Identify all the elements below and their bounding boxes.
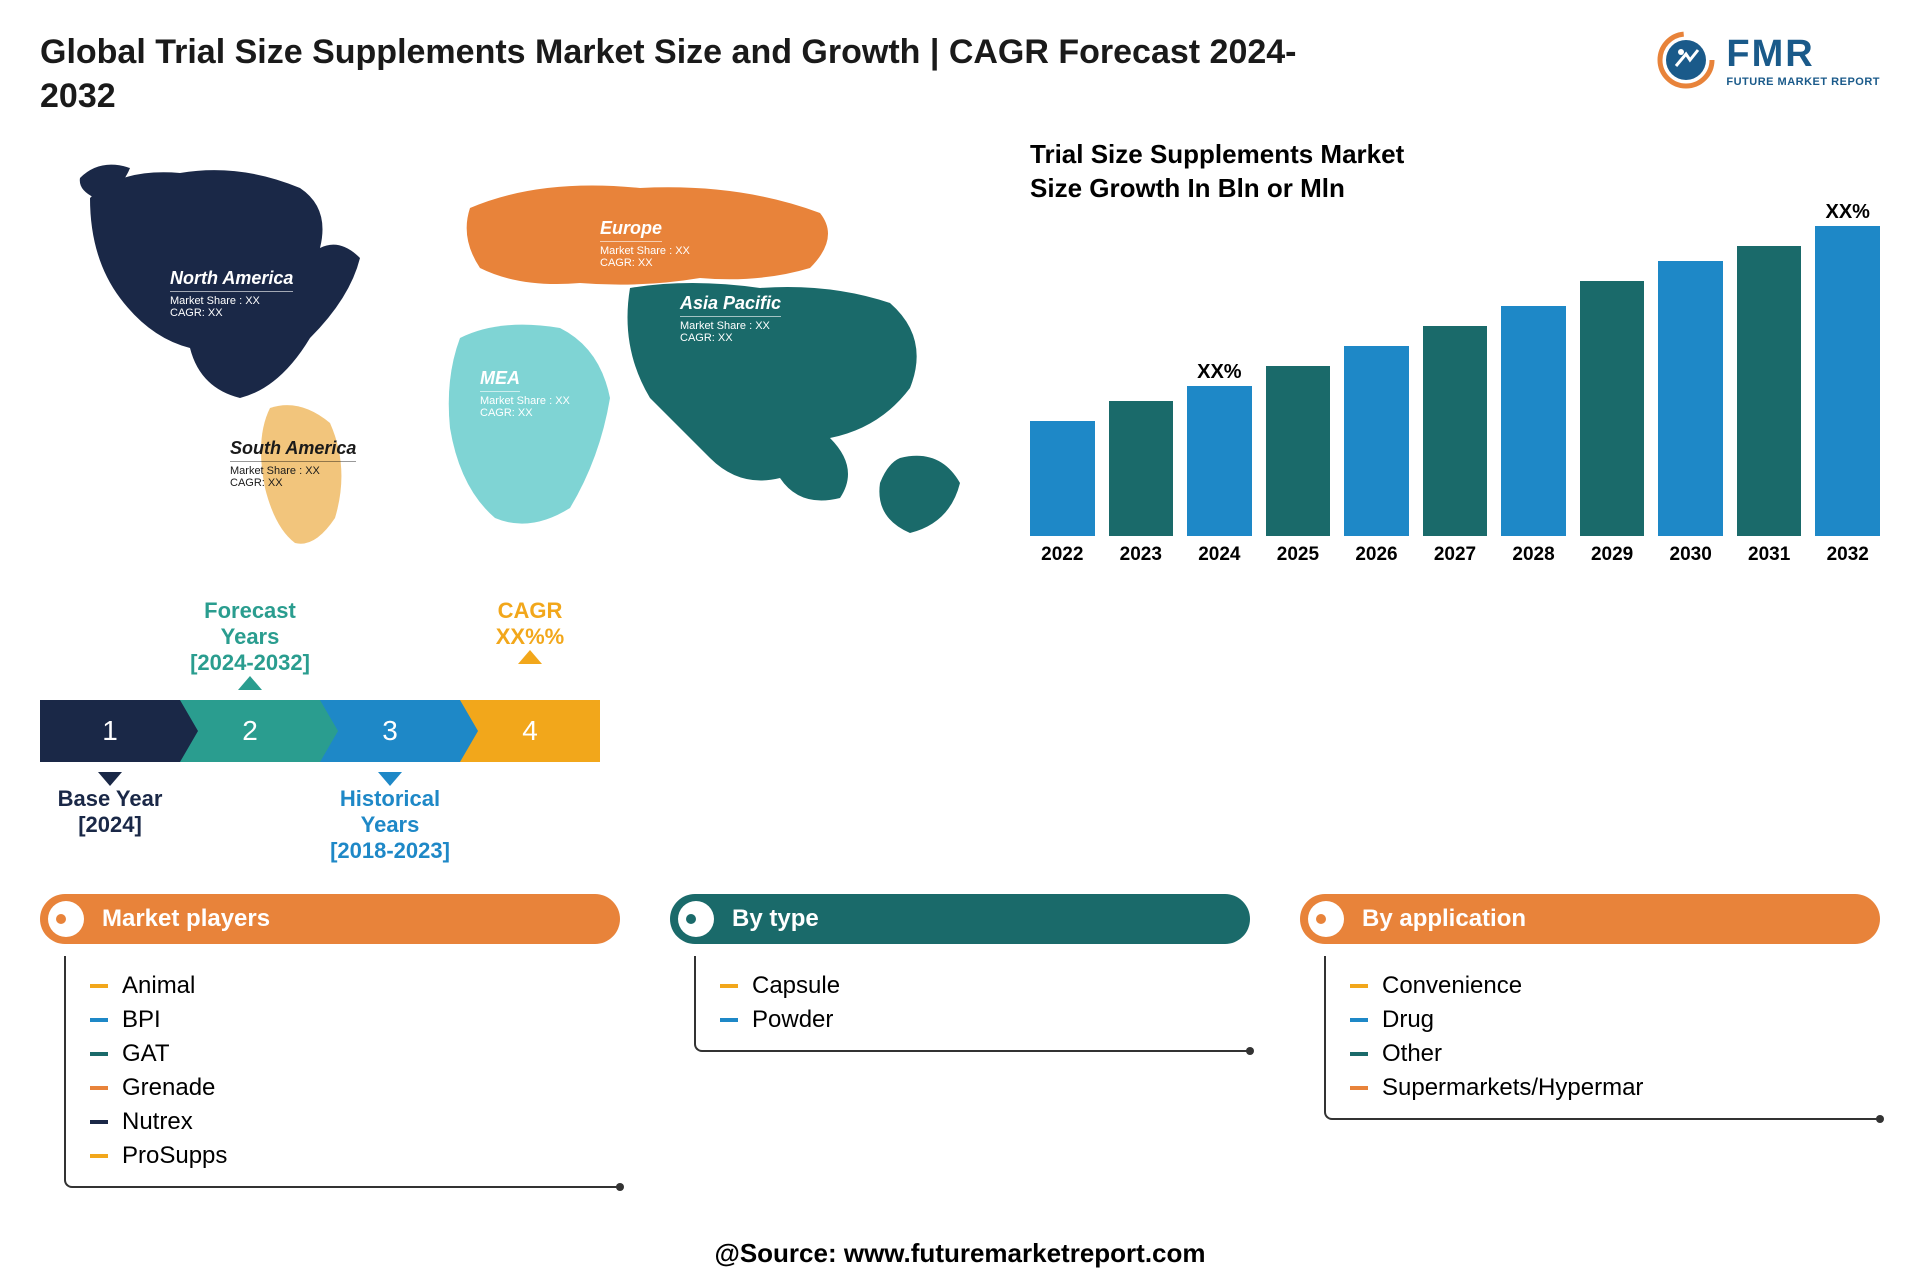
bar-group: XX%2032 xyxy=(1815,226,1880,566)
category-column: By type Capsule Powder xyxy=(670,894,1250,1188)
category-item: Other xyxy=(1350,1040,1880,1068)
timeline-segment: 2 xyxy=(180,700,320,762)
timeline: Forecast Years[2024-2032] CAGRXX%% 1234 B… xyxy=(40,598,600,864)
bar xyxy=(1030,421,1095,536)
bar-group: 2031 xyxy=(1737,246,1802,566)
bar xyxy=(1580,281,1645,536)
bar-label: 2025 xyxy=(1277,544,1319,566)
bar-label: 2030 xyxy=(1670,544,1712,566)
category-item: Animal xyxy=(90,972,620,1000)
logo: FMR FUTURE MARKET REPORT xyxy=(1656,30,1880,90)
category-bracket: Animal BPI GAT Grenade Nutrex ProSupps xyxy=(64,956,620,1188)
bar xyxy=(1737,246,1802,536)
region-label: South AmericaMarket Share : XXCAGR: XX xyxy=(230,438,356,489)
bar-group: XX%2024 xyxy=(1187,386,1252,566)
region-mea xyxy=(449,325,610,524)
category-item: BPI xyxy=(90,1006,620,1034)
bar-group: 2026 xyxy=(1344,346,1409,566)
bar xyxy=(1266,366,1331,536)
category-item: Drug xyxy=(1350,1006,1880,1034)
region-asia-pacific xyxy=(628,283,961,533)
bar-group: 2028 xyxy=(1501,306,1566,566)
category-pill: By type xyxy=(670,894,1250,944)
bar xyxy=(1658,261,1723,536)
bar xyxy=(1423,326,1488,536)
logo-icon xyxy=(1656,30,1716,90)
category-item: Convenience xyxy=(1350,972,1880,1000)
bar-label: 2024 xyxy=(1198,544,1240,566)
pill-dot-icon xyxy=(678,901,714,937)
bar xyxy=(1815,226,1880,536)
category-item: ProSupps xyxy=(90,1142,620,1170)
page-title: Global Trial Size Supplements Market Siz… xyxy=(40,30,1340,118)
region-label: EuropeMarket Share : XXCAGR: XX xyxy=(600,218,690,269)
bar xyxy=(1109,401,1174,536)
category-item: Capsule xyxy=(720,972,1250,1000)
timeline-label: Base Year[2024] xyxy=(40,786,180,838)
bar xyxy=(1187,386,1252,536)
bar xyxy=(1501,306,1566,536)
category-item: GAT xyxy=(90,1040,620,1068)
bar-group: 2027 xyxy=(1423,326,1488,566)
bar-chart: 2022 2023 XX%2024 2025 2026 2027 2028 2029 2030 2… xyxy=(1030,226,1880,566)
region-label: Asia PacificMarket Share : XXCAGR: XX xyxy=(680,293,781,344)
bar-label: 2032 xyxy=(1827,544,1869,566)
timeline-label: CAGRXX%% xyxy=(460,598,600,650)
category-item: Supermarkets/Hypermar xyxy=(1350,1074,1880,1102)
category-section: Market players Animal BPI GAT Grenade Nutrex P… xyxy=(40,894,1880,1188)
logo-main: FMR xyxy=(1726,33,1880,76)
bar-group: 2029 xyxy=(1580,281,1645,566)
logo-sub: FUTURE MARKET REPORT xyxy=(1726,76,1880,88)
category-pill: By application xyxy=(1300,894,1880,944)
timeline-segment: 1 xyxy=(40,700,180,762)
category-column: Market players Animal BPI GAT Grenade Nutrex P… xyxy=(40,894,620,1188)
category-bracket: Convenience Drug Other Supermarkets/Hyperma… xyxy=(1324,956,1880,1120)
category-column: By application Convenience Drug Other Superm… xyxy=(1300,894,1880,1188)
bar-label: 2023 xyxy=(1120,544,1162,566)
bar-label: 2027 xyxy=(1434,544,1476,566)
bar-label: 2026 xyxy=(1355,544,1397,566)
bar-group: 2023 xyxy=(1109,401,1174,566)
region-label: North AmericaMarket Share : XXCAGR: XX xyxy=(170,268,293,319)
bar-chart-title: Trial Size Supplements Market Size Growt… xyxy=(1030,138,1450,206)
bar xyxy=(1344,346,1409,536)
timeline-segment: 3 xyxy=(320,700,460,762)
category-item: Nutrex xyxy=(90,1108,620,1136)
bar-label: 2028 xyxy=(1512,544,1554,566)
category-item: Powder xyxy=(720,1006,1250,1034)
bar-group: 2030 xyxy=(1658,261,1723,566)
timeline-segment: 4 xyxy=(460,700,600,762)
bar-label: 2031 xyxy=(1748,544,1790,566)
source-text: @Source: www.futuremarketreport.com xyxy=(40,1238,1880,1269)
timeline-label: Historical Years[2018-2023] xyxy=(320,786,460,864)
pill-dot-icon xyxy=(48,901,84,937)
bar-label: 2022 xyxy=(1041,544,1083,566)
category-item: Grenade xyxy=(90,1074,620,1102)
world-map: North AmericaMarket Share : XXCAGR: XX So… xyxy=(40,138,990,558)
timeline-label: Forecast Years[2024-2032] xyxy=(180,598,320,676)
category-pill: Market players xyxy=(40,894,620,944)
bar-label: 2029 xyxy=(1591,544,1633,566)
bar-group: 2022 xyxy=(1030,421,1095,566)
category-bracket: Capsule Powder xyxy=(694,956,1250,1052)
region-label: MEAMarket Share : XXCAGR: XX xyxy=(480,368,570,419)
pill-dot-icon xyxy=(1308,901,1344,937)
bar-group: 2025 xyxy=(1266,366,1331,566)
